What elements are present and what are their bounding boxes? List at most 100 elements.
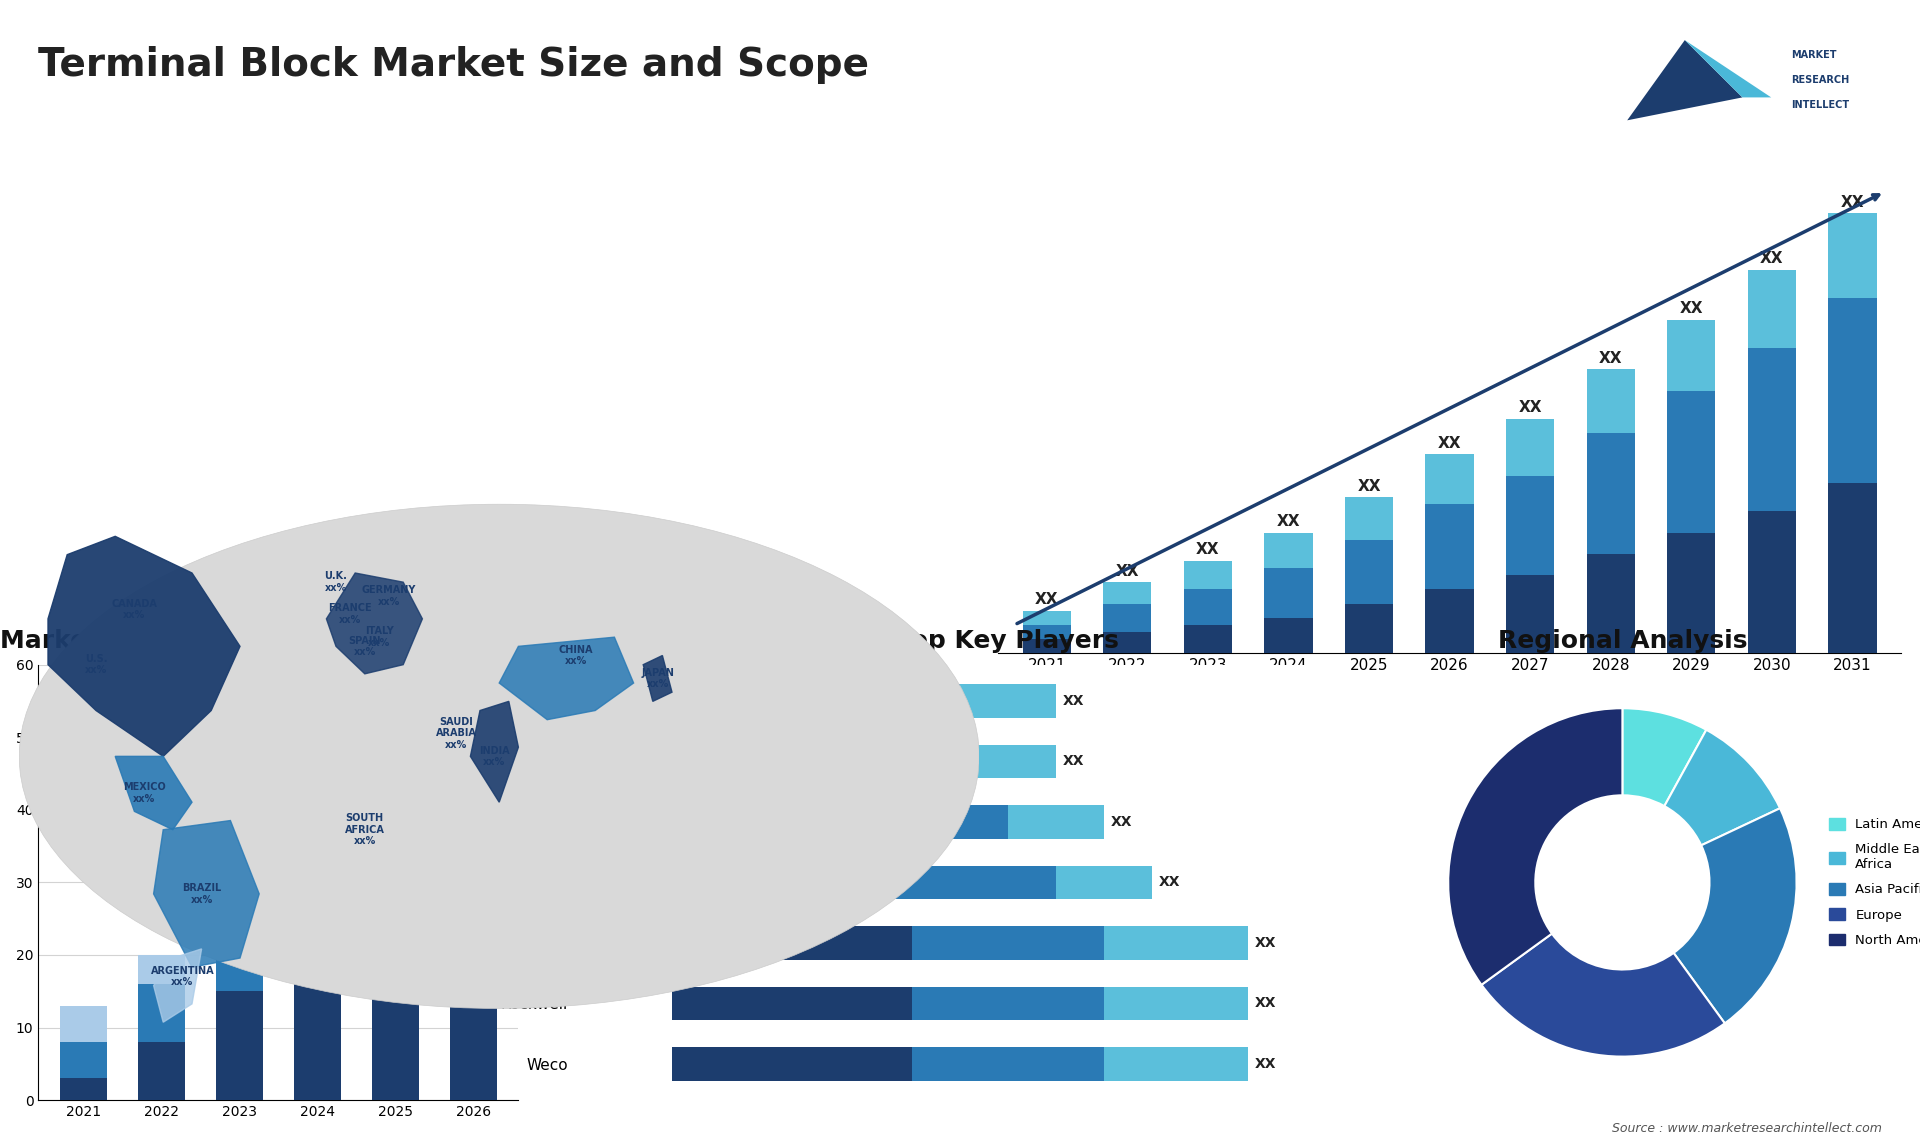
Text: XX: XX bbox=[1256, 936, 1277, 950]
Text: XX: XX bbox=[1519, 400, 1542, 416]
Text: ITALY
xx%: ITALY xx% bbox=[365, 627, 394, 647]
Bar bbox=[60, 1006, 108, 1042]
Bar bbox=[912, 987, 1104, 1020]
Legend: Latin America, Middle East &
Africa, Asia Pacific, Europe, North America: Latin America, Middle East & Africa, Asi… bbox=[1826, 814, 1920, 951]
Polygon shape bbox=[154, 821, 259, 967]
Bar bbox=[1263, 533, 1313, 568]
Bar bbox=[1425, 589, 1475, 653]
Bar bbox=[672, 745, 816, 778]
Text: FRANCE
xx%: FRANCE xx% bbox=[328, 604, 372, 625]
Bar bbox=[1056, 865, 1152, 900]
Bar bbox=[1667, 320, 1715, 391]
Text: MEXICO
xx%: MEXICO xx% bbox=[123, 783, 165, 803]
Bar bbox=[449, 759, 497, 926]
Text: U.S.
xx%: U.S. xx% bbox=[84, 654, 108, 675]
Text: INDIA
xx%: INDIA xx% bbox=[480, 746, 509, 767]
Bar bbox=[672, 1047, 912, 1081]
Wedge shape bbox=[1622, 708, 1707, 806]
Bar bbox=[1828, 213, 1876, 298]
Bar bbox=[217, 882, 263, 919]
Text: SPAIN
xx%: SPAIN xx% bbox=[349, 636, 380, 657]
Text: BRAZIL
xx%: BRAZIL xx% bbox=[182, 884, 221, 904]
Bar bbox=[1586, 433, 1636, 554]
Bar bbox=[294, 810, 340, 876]
Bar bbox=[138, 984, 184, 1042]
Bar bbox=[816, 684, 960, 717]
Bar bbox=[372, 795, 419, 948]
Text: XX: XX bbox=[1064, 694, 1085, 708]
Text: XX: XX bbox=[1196, 542, 1219, 557]
Bar bbox=[912, 926, 1104, 959]
Bar bbox=[1425, 504, 1475, 589]
Polygon shape bbox=[384, 545, 691, 619]
Bar bbox=[672, 926, 912, 959]
Bar bbox=[1104, 604, 1152, 631]
Text: SAUDI
ARABIA
xx%: SAUDI ARABIA xx% bbox=[436, 717, 476, 749]
Text: JAPAN
xx%: JAPAN xx% bbox=[641, 668, 674, 689]
Legend: Type, Application, Geography: Type, Application, Geography bbox=[536, 673, 664, 758]
Polygon shape bbox=[154, 949, 202, 1022]
Bar bbox=[1747, 511, 1795, 653]
Polygon shape bbox=[499, 637, 634, 720]
Text: U.K.
xx%: U.K. xx% bbox=[324, 572, 348, 592]
Polygon shape bbox=[326, 683, 422, 894]
Bar bbox=[1747, 348, 1795, 511]
Bar bbox=[864, 865, 1056, 900]
Bar bbox=[1104, 631, 1152, 653]
Text: XX: XX bbox=[1035, 592, 1058, 607]
Bar bbox=[1586, 554, 1636, 653]
Text: CANADA
xx%: CANADA xx% bbox=[111, 599, 157, 620]
Bar bbox=[1505, 575, 1555, 653]
Text: XX: XX bbox=[1064, 754, 1085, 769]
Bar bbox=[294, 876, 340, 970]
Bar bbox=[60, 1042, 108, 1078]
Bar bbox=[60, 1078, 108, 1100]
Bar bbox=[1747, 270, 1795, 348]
Polygon shape bbox=[48, 536, 240, 756]
Bar bbox=[1263, 618, 1313, 653]
Wedge shape bbox=[1448, 708, 1622, 984]
Bar bbox=[1185, 589, 1233, 625]
Bar bbox=[1185, 560, 1233, 589]
Bar bbox=[1104, 1047, 1248, 1081]
Text: XX: XX bbox=[1680, 301, 1703, 316]
Text: RESEARCH: RESEARCH bbox=[1791, 76, 1849, 85]
Bar bbox=[1667, 533, 1715, 653]
Text: XX: XX bbox=[1841, 195, 1864, 210]
Text: CHINA
xx%: CHINA xx% bbox=[559, 645, 593, 666]
Text: XX: XX bbox=[1277, 515, 1300, 529]
Bar bbox=[816, 745, 960, 778]
Polygon shape bbox=[470, 701, 518, 802]
Text: XX: XX bbox=[1357, 479, 1380, 494]
Bar bbox=[960, 745, 1056, 778]
Polygon shape bbox=[115, 756, 192, 830]
Bar bbox=[372, 737, 419, 795]
Bar bbox=[1104, 582, 1152, 604]
Bar bbox=[1023, 625, 1071, 639]
Title: Top Key Players: Top Key Players bbox=[897, 629, 1119, 653]
Text: XX: XX bbox=[1256, 996, 1277, 1011]
Bar bbox=[1185, 625, 1233, 653]
Text: Market Segmentation: Market Segmentation bbox=[0, 629, 307, 653]
Bar bbox=[1344, 497, 1394, 540]
Text: GERMANY
xx%: GERMANY xx% bbox=[361, 586, 417, 606]
Bar bbox=[1008, 806, 1104, 839]
Bar bbox=[1505, 419, 1555, 476]
Text: SOUTH
AFRICA
xx%: SOUTH AFRICA xx% bbox=[346, 814, 384, 846]
Bar bbox=[1104, 926, 1248, 959]
Text: XX: XX bbox=[1116, 564, 1139, 579]
Text: Terminal Block Market Size and Scope: Terminal Block Market Size and Scope bbox=[38, 46, 870, 84]
Text: XX: XX bbox=[1256, 1057, 1277, 1070]
Bar bbox=[217, 919, 263, 991]
Bar bbox=[372, 948, 419, 1100]
Text: INTELLECT: INTELLECT bbox=[1791, 101, 1849, 110]
Bar bbox=[672, 865, 864, 900]
Text: Source : www.marketresearchintellect.com: Source : www.marketresearchintellect.com bbox=[1611, 1122, 1882, 1135]
Bar bbox=[138, 955, 184, 984]
Bar bbox=[217, 991, 263, 1100]
Bar bbox=[1586, 369, 1636, 433]
Bar bbox=[1505, 476, 1555, 575]
Polygon shape bbox=[1628, 40, 1741, 120]
Text: XX: XX bbox=[1112, 815, 1133, 829]
Polygon shape bbox=[1686, 40, 1770, 97]
